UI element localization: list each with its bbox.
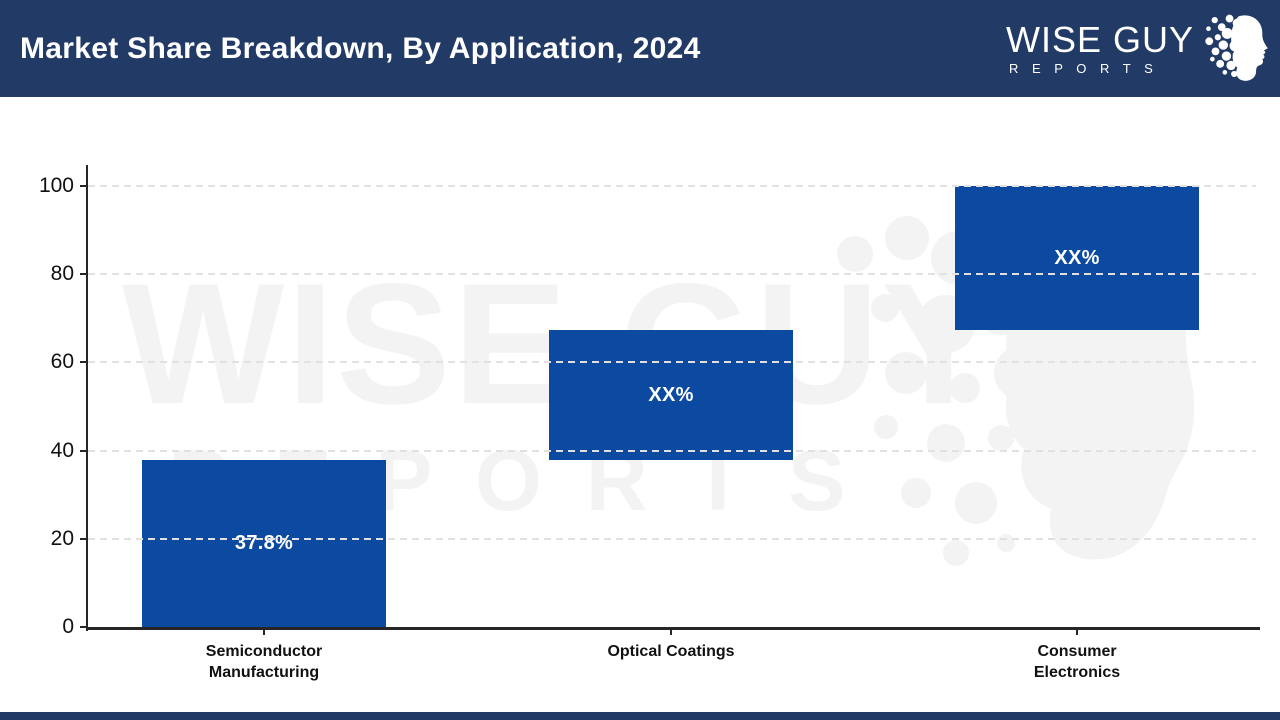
gridline-20: [88, 537, 1256, 540]
x-tick-semiconductor-manufacturing: [263, 627, 265, 635]
gridline-60: [88, 361, 1256, 364]
y-tick-80: [80, 273, 88, 276]
y-tick-100: [80, 185, 88, 187]
plot-area: 0 20 40 60 80 100 37.8% XX% XX% Semiconductor Manu…: [0, 97, 1280, 712]
bar-value-label-consumer-electronics: XX%: [1054, 246, 1100, 269]
logo-wordmark-main: WISE GUY: [1005, 18, 1194, 60]
y-tick-label-80: 80: [50, 262, 74, 286]
bar-optical-coatings: XX%: [549, 330, 793, 461]
y-axis-line: [86, 165, 88, 631]
x-label-consumer-electronics: Consumer Electronics: [1033, 643, 1121, 681]
gridline-40: [88, 449, 1256, 452]
logo-wordmark-sub: R E P O R T S: [1008, 60, 1158, 76]
gridline-80: [88, 273, 1256, 276]
logo-head-icon: [1205, 14, 1268, 81]
x-axis-line: [86, 627, 1260, 630]
y-tick-0: [80, 626, 88, 628]
y-tick-20: [80, 537, 88, 540]
x-tick-optical-coatings: [670, 627, 672, 635]
x-label-semiconductor-manufacturing: Semiconductor Manufacturing: [205, 643, 323, 681]
logo-wordmark: WISE GUY R E P O R T S: [1005, 18, 1194, 76]
wise-guy-logo: WISE GUY R E P O R T S: [1006, 5, 1274, 93]
bar-consumer-electronics: XX%: [955, 186, 1199, 331]
y-tick-label-0: 0: [62, 615, 74, 638]
footer-bar: [0, 712, 1280, 720]
bar-value-label-semiconductor-manufacturing: 37.8%: [234, 532, 294, 555]
y-tick-label-20: 20: [50, 526, 74, 550]
gridline-100: [88, 185, 1256, 187]
y-tick-label-100: 100: [38, 174, 74, 197]
page-title: Market Share Breakdown, By Application, …: [20, 31, 701, 65]
y-tick-40: [80, 449, 88, 452]
x-tick-consumer-electronics: [1076, 627, 1078, 635]
y-tick-60: [80, 361, 88, 364]
bar-semiconductor-manufacturing: 37.8%: [142, 460, 386, 627]
header-bar: Market Share Breakdown, By Application, …: [0, 0, 1280, 97]
y-tick-label-60: 60: [50, 350, 74, 374]
x-label-optical-coatings: Optical Coatings: [607, 643, 735, 660]
bar-value-label-optical-coatings: XX%: [648, 383, 694, 406]
y-tick-label-40: 40: [50, 438, 74, 462]
